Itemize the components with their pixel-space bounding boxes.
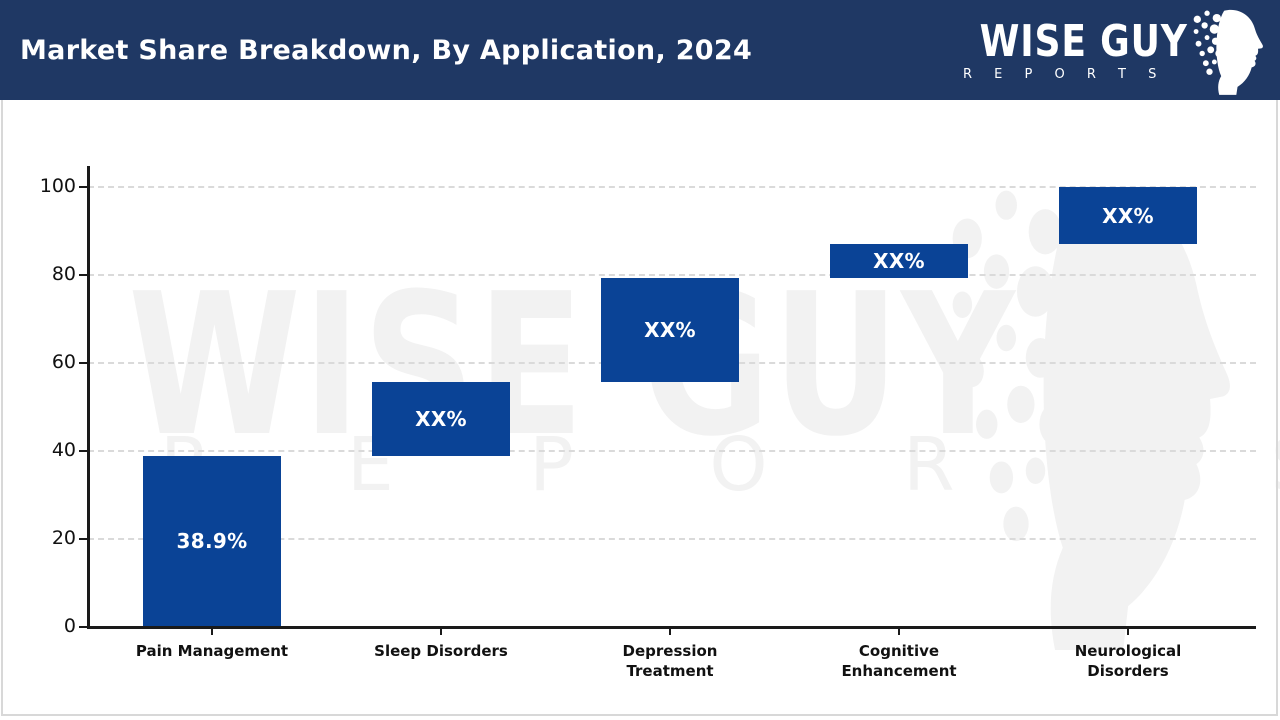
bar-depression-treatment: XX% (601, 277, 739, 383)
watermark-wordmark: WISE GUY (128, 252, 1017, 480)
x-category-label: Depression Treatment (622, 642, 718, 680)
x-category-label: Cognitive Enhancement (841, 642, 957, 680)
wiseguy-head-watermark-icon (952, 187, 1230, 650)
y-gridline (88, 186, 1256, 188)
y-axis-line (87, 166, 90, 629)
bar-neurological-disorders: XX% (1059, 187, 1197, 245)
y-gridline (88, 450, 1256, 452)
wise-guy-reports-logo: WISE GUY R E P O R T S (934, 6, 1268, 96)
x-tick-mark (1127, 627, 1129, 635)
y-tick-mark (79, 362, 88, 364)
logo-text: WISE GUY R E P O R T S (934, 16, 1188, 83)
y-tick-label: 60 (51, 351, 76, 373)
logo-reports-text: R E P O R T S (962, 67, 1166, 82)
header-bar: Market Share Breakdown, By Application, … (0, 0, 1280, 100)
bar-sleep-disorders: XX% (372, 382, 510, 456)
y-tick-label: 40 (51, 439, 76, 461)
x-tick-mark (669, 627, 671, 635)
y-tick-label: 100 (39, 175, 76, 197)
wiseguy-head-icon (1193, 9, 1263, 95)
y-tick-mark (79, 186, 88, 188)
x-tick-mark (440, 627, 442, 635)
x-category-label: Pain Management (135, 642, 289, 660)
x-axis-line (87, 626, 1256, 629)
x-tick-mark (898, 627, 900, 635)
x-tick-mark (211, 627, 213, 635)
watermark: WISE GUY R E P O R T S (0, 100, 1280, 716)
y-tick-mark (79, 538, 88, 540)
bar-pain-management: 38.9% (143, 455, 281, 627)
x-category-label: Neurological Disorders (1074, 642, 1182, 680)
y-tick-label: 0 (63, 615, 76, 637)
page-title: Market Share Breakdown, By Application, … (20, 34, 753, 66)
y-tick-label: 20 (51, 527, 76, 549)
x-category-label: Sleep Disorders (374, 642, 508, 660)
bar-value-label: 38.9% (176, 529, 248, 554)
y-gridline (88, 538, 1256, 540)
y-tick-mark (79, 274, 88, 276)
bar-value-label: XX% (644, 317, 696, 342)
bar-value-label: XX% (1102, 203, 1154, 228)
y-tick-mark (79, 626, 88, 628)
bar-value-label: XX% (873, 248, 925, 273)
bar-value-label: XX% (415, 407, 467, 432)
bar-cognitive-enhancement: XX% (830, 244, 968, 278)
y-tick-mark (79, 450, 88, 452)
y-tick-label: 80 (51, 263, 76, 285)
logo-wordmark: WISE GUY (979, 16, 1188, 67)
y-gridline (88, 274, 1256, 276)
